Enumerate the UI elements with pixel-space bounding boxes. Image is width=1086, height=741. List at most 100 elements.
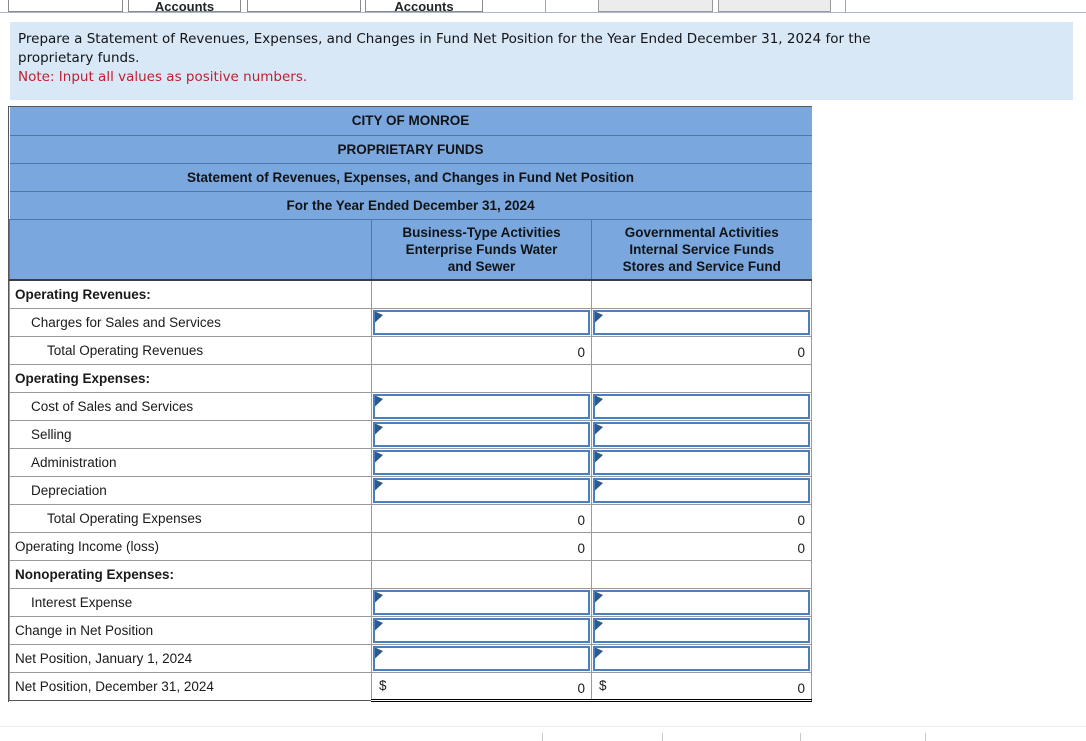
input-cell[interactable] bbox=[373, 589, 590, 615]
amount-cell bbox=[371, 307, 592, 337]
row-label: Cost of Sales and Services bbox=[9, 391, 372, 421]
row-label: Operating Expenses: bbox=[9, 363, 372, 393]
instruction-panel: Prepare a Statement of Revenues, Expense… bbox=[10, 22, 1073, 100]
amount-cell bbox=[590, 615, 813, 645]
table-row: Administration bbox=[9, 447, 813, 477]
tab-3[interactable] bbox=[598, 0, 713, 12]
input-cell[interactable] bbox=[593, 309, 811, 335]
input-cell[interactable] bbox=[593, 449, 811, 475]
computed-value: 0 bbox=[797, 513, 806, 528]
amount-cell bbox=[590, 643, 813, 673]
statement-title-funds: PROPRIETARY FUNDS bbox=[9, 135, 812, 164]
amount-cell bbox=[590, 279, 813, 309]
amount-cell: 0 bbox=[371, 531, 592, 561]
table-row: Cost of Sales and Services bbox=[9, 391, 813, 421]
input-cell[interactable] bbox=[373, 421, 590, 447]
column-header-blank bbox=[9, 219, 372, 281]
tab-accounts-1[interactable]: Accounts bbox=[128, 0, 241, 12]
amount-cell: 0 bbox=[590, 503, 813, 533]
input-cell[interactable] bbox=[593, 477, 811, 503]
row-label: Total Operating Revenues bbox=[9, 335, 372, 365]
table-row: Change in Net Position bbox=[9, 615, 813, 645]
row-label: Total Operating Expenses bbox=[9, 503, 372, 533]
row-label: Selling bbox=[9, 419, 372, 449]
table-row: Net Position, December 31, 2024 $0 $0 bbox=[9, 671, 813, 702]
tab-2[interactable] bbox=[247, 0, 361, 12]
row-label: Charges for Sales and Services bbox=[9, 307, 372, 337]
input-cell[interactable] bbox=[373, 309, 590, 335]
table-row: Interest Expense bbox=[9, 587, 813, 617]
cell-flag-icon bbox=[375, 311, 383, 323]
amount-cell bbox=[590, 559, 813, 589]
amount-cell bbox=[590, 363, 813, 393]
cell-flag-icon bbox=[375, 395, 383, 407]
cell-flag-icon bbox=[375, 591, 383, 603]
amount-cell: 0 bbox=[590, 335, 813, 365]
table-row: Nonoperating Expenses: bbox=[9, 559, 813, 589]
table-row: Charges for Sales and Services bbox=[9, 307, 813, 337]
instruction-text-line1: Prepare a Statement of Revenues, Expense… bbox=[18, 31, 871, 47]
cell-flag-icon bbox=[595, 647, 603, 659]
table-row: Total Operating Expenses 0 0 bbox=[9, 503, 813, 533]
top-tab-strip: Accounts Accounts bbox=[0, 0, 1086, 13]
input-cell[interactable] bbox=[593, 617, 811, 643]
amount-cell: $0 bbox=[371, 671, 592, 702]
column-header-enterprise: Business-Type Activities Enterprise Fund… bbox=[371, 219, 592, 281]
divider-tick bbox=[545, 0, 546, 12]
input-cell[interactable] bbox=[373, 645, 590, 671]
row-label: Nonoperating Expenses: bbox=[9, 559, 372, 589]
input-cell[interactable] bbox=[593, 589, 811, 615]
table-row: Net Position, January 1, 2024 bbox=[9, 643, 813, 673]
amount-cell: 0 bbox=[590, 531, 813, 561]
amount-cell bbox=[590, 587, 813, 617]
row-label: Operating Revenues: bbox=[9, 279, 372, 309]
cell-flag-icon bbox=[595, 423, 603, 435]
tab-accounts-2[interactable]: Accounts bbox=[365, 0, 483, 12]
clipped-box-edge bbox=[542, 733, 543, 741]
strip-divider bbox=[0, 12, 1086, 13]
table-row: Operating Expenses: bbox=[9, 363, 813, 393]
input-cell[interactable] bbox=[373, 393, 590, 419]
clipped-box-edge bbox=[662, 733, 663, 741]
row-label: Net Position, January 1, 2024 bbox=[9, 643, 372, 673]
amount-cell bbox=[590, 447, 813, 477]
instruction-text-line2: proprietary funds. bbox=[18, 50, 140, 66]
cell-flag-icon bbox=[595, 451, 603, 463]
amount-cell: 0 bbox=[371, 503, 592, 533]
cell-flag-icon bbox=[595, 591, 603, 603]
divider-tick bbox=[845, 0, 846, 12]
amount-cell bbox=[371, 391, 592, 421]
amount-cell bbox=[590, 419, 813, 449]
input-cell[interactable] bbox=[373, 617, 590, 643]
cell-flag-icon bbox=[375, 619, 383, 631]
amount-cell: $0 bbox=[590, 671, 813, 702]
input-cell[interactable] bbox=[593, 645, 811, 671]
input-cell[interactable] bbox=[593, 393, 811, 419]
instruction-note: Note: Input all values as positive numbe… bbox=[18, 69, 308, 85]
statement-title-city: CITY OF MONROE bbox=[9, 107, 812, 136]
amount-cell bbox=[371, 419, 592, 449]
table-row: Operating Income (loss) 0 0 bbox=[9, 531, 813, 561]
amount-cell bbox=[371, 559, 592, 589]
tab-4[interactable] bbox=[718, 0, 831, 12]
input-cell[interactable] bbox=[373, 449, 590, 475]
bottom-divider bbox=[0, 726, 1086, 727]
cell-flag-icon bbox=[595, 395, 603, 407]
table-row: Operating Revenues: bbox=[9, 279, 813, 309]
column-header-internal-service: Governmental Activities Internal Service… bbox=[590, 219, 812, 281]
amount-cell bbox=[371, 447, 592, 477]
table-row: Selling bbox=[9, 419, 813, 449]
input-cell[interactable] bbox=[373, 477, 590, 503]
cell-flag-icon bbox=[595, 311, 603, 323]
currency-symbol: $ bbox=[599, 677, 607, 693]
computed-value: 0 bbox=[797, 541, 806, 556]
statement-title-period: For the Year Ended December 31, 2024 bbox=[9, 191, 812, 220]
computed-value: 0 bbox=[577, 541, 585, 556]
tab-1[interactable] bbox=[8, 0, 123, 12]
input-cell[interactable] bbox=[593, 421, 811, 447]
cell-flag-icon bbox=[375, 451, 383, 463]
table-row: Total Operating Revenues 0 0 bbox=[9, 335, 813, 365]
amount-cell: 0 bbox=[371, 335, 592, 365]
table-row: Depreciation bbox=[9, 475, 813, 505]
statement-title-statement: Statement of Revenues, Expenses, and Cha… bbox=[9, 163, 812, 192]
